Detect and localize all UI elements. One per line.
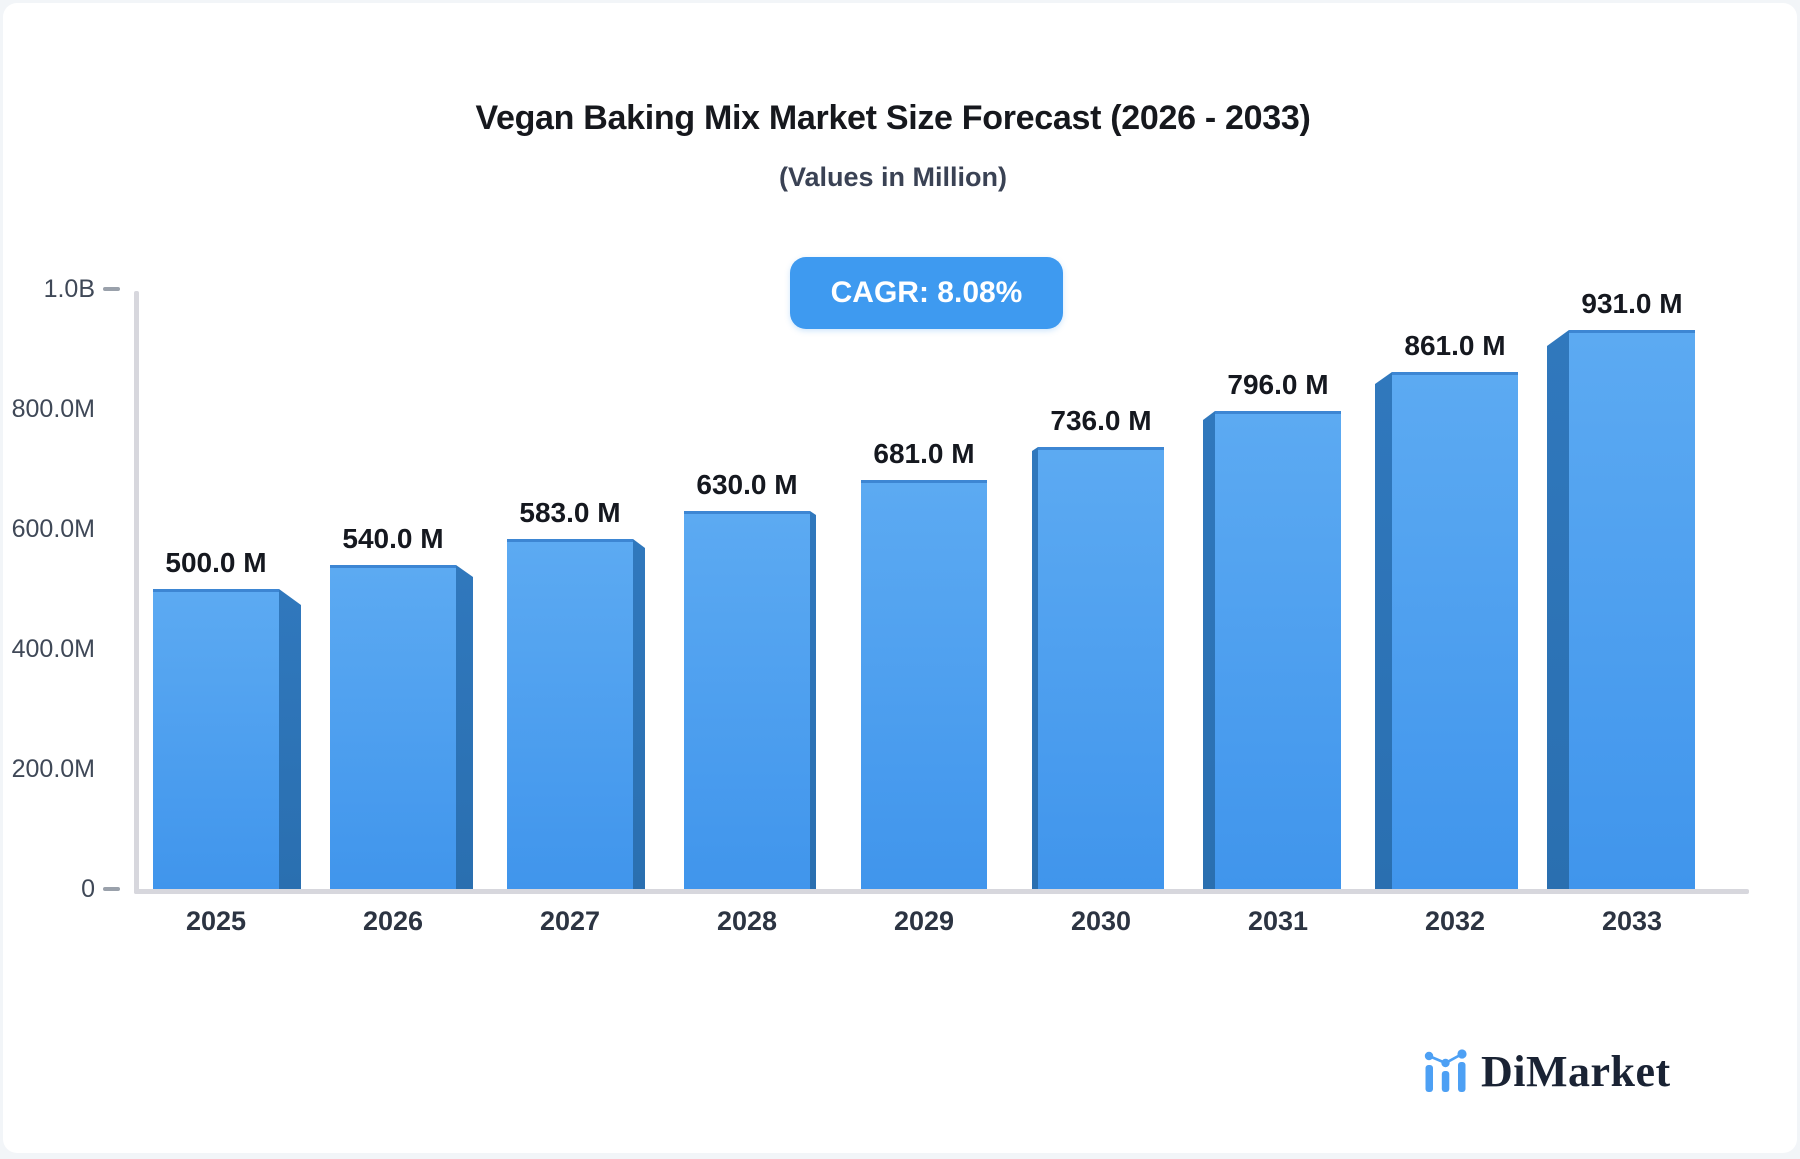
- bar-value-label: 736.0 M: [1050, 405, 1152, 436]
- x-axis-label: 2029: [893, 906, 955, 936]
- page-subtitle: (Values in Million): [778, 162, 1008, 192]
- chart-card: Vegan Baking Mix Market Size Forecast (2…: [3, 3, 1797, 1153]
- bar-side-face: [279, 589, 301, 889]
- y-axis-tick-dash: [103, 287, 120, 291]
- logo: DiMarket: [1424, 1043, 1704, 1099]
- bar-side-face: [810, 511, 816, 889]
- x-axis-label: 2033: [1601, 906, 1663, 936]
- bar-side-face: [456, 565, 473, 889]
- page-title: Vegan Baking Mix Market Size Forecast (2…: [475, 99, 1311, 137]
- bar-side-face: [633, 539, 645, 889]
- bar-value-label: 796.0 M: [1227, 369, 1329, 400]
- bar-side-face: [1032, 447, 1038, 889]
- x-axis-label: 2025: [185, 906, 247, 936]
- y-axis-tick-dash: [103, 887, 120, 891]
- y-axis-label: 600.0M: [11, 515, 95, 543]
- bar-2027: [507, 539, 633, 889]
- bar-value-label: 540.0 M: [342, 523, 444, 554]
- bar-value-label: 861.0 M: [1404, 330, 1506, 361]
- bar-side-face: [1547, 330, 1569, 889]
- y-axis-label: 1.0B: [43, 275, 95, 303]
- bar-2025: [153, 589, 279, 889]
- x-axis-label: 2026: [362, 906, 424, 936]
- x-axis-label: 2030: [1070, 906, 1132, 936]
- y-axis-line: [134, 291, 139, 894]
- bar-value-label: 931.0 M: [1581, 288, 1683, 319]
- bar-value-label: 500.0 M: [165, 547, 267, 578]
- bar-2029: [861, 480, 987, 889]
- x-axis-label: 2031: [1247, 906, 1309, 936]
- bar-2033: [1569, 330, 1695, 889]
- bar-side-face: [1375, 372, 1392, 889]
- x-axis-label: 2032: [1424, 906, 1486, 936]
- bar-value-label: 630.0 M: [696, 469, 798, 500]
- bar-2031: [1215, 411, 1341, 889]
- bar-side-face: [1203, 411, 1215, 889]
- bar-value-label: 583.0 M: [519, 497, 621, 528]
- y-axis-label: 400.0M: [11, 635, 95, 663]
- y-axis-label: 200.0M: [11, 755, 95, 783]
- bar-chart-logo-icon: [1424, 1049, 1467, 1092]
- bar-value-label: 681.0 M: [873, 438, 975, 469]
- x-axis-label: 2027: [539, 906, 601, 936]
- logo-text: DiMarket: [1481, 1046, 1671, 1096]
- y-axis-label: 800.0M: [11, 395, 95, 423]
- y-axis-label: 0: [81, 875, 95, 903]
- cagr-badge: CAGR: 8.08%: [790, 257, 1063, 329]
- x-axis-line: [134, 889, 1749, 894]
- bar-2028: [684, 511, 810, 889]
- x-axis-label: 2028: [716, 906, 778, 936]
- bar-2026: [330, 565, 456, 889]
- bar-chart-plot-area: 1.0B 800.0M 600.0M 400.0M 200.0M 0 500.0 M 2025…: [3, 3, 1800, 1159]
- bar-2030: [1038, 447, 1164, 889]
- bar-2032: [1392, 372, 1518, 889]
